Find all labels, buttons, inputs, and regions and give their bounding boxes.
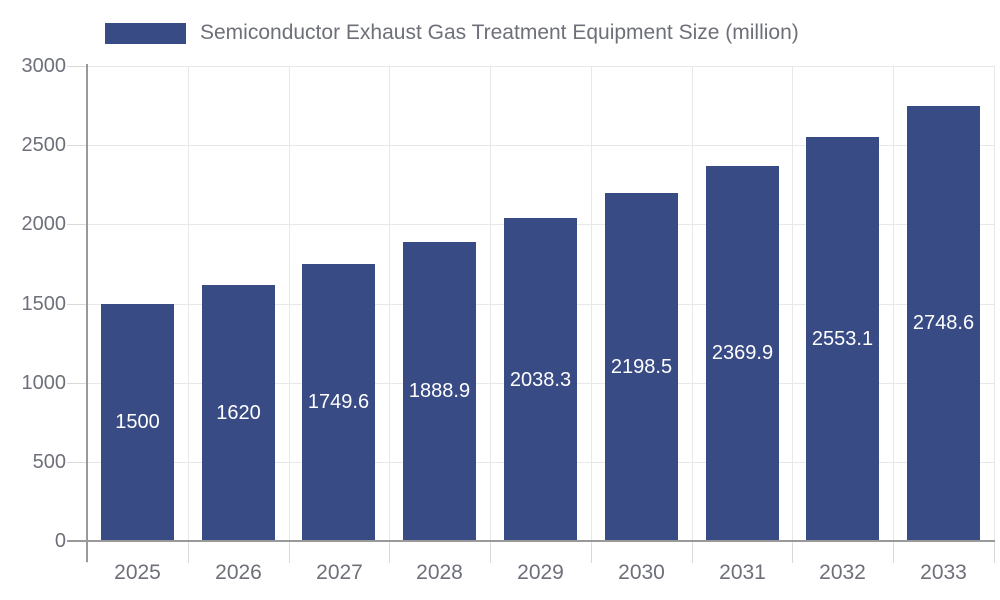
x-axis-label: 2025	[114, 561, 161, 584]
y-axis-line	[86, 64, 88, 562]
gridline-vertical	[389, 66, 390, 541]
gridline-vertical	[490, 66, 491, 541]
y-axis-label: 2500	[21, 134, 67, 156]
y-axis-label: 3000	[21, 55, 67, 77]
gridline-vertical	[289, 66, 290, 541]
y-axis-tick	[67, 145, 87, 146]
y-axis-tick	[67, 462, 87, 463]
x-axis-tick	[389, 541, 390, 563]
y-axis-tick	[67, 304, 87, 305]
x-axis-tick	[994, 541, 995, 563]
x-axis-tick	[692, 541, 693, 563]
y-axis-label: 1500	[21, 293, 67, 315]
legend-swatch-icon	[105, 22, 186, 44]
bar-2032[interactable]	[806, 137, 879, 541]
x-axis-label: 2033	[920, 561, 967, 584]
x-axis-tick	[188, 541, 189, 563]
gridline-vertical	[188, 66, 189, 541]
bar-2030[interactable]	[605, 193, 678, 541]
y-axis-label: 2000	[21, 213, 67, 235]
y-axis-label: 0	[54, 530, 66, 552]
bar-2026[interactable]	[202, 285, 275, 542]
x-axis-label: 2030	[618, 561, 665, 584]
x-axis-label: 2032	[819, 561, 866, 584]
y-axis-tick	[67, 383, 87, 384]
x-axis-tick	[792, 541, 793, 563]
x-axis-tick	[289, 541, 290, 563]
x-axis-label: 2026	[215, 561, 262, 584]
bar-2029[interactable]	[504, 218, 577, 541]
x-axis-tick	[893, 541, 894, 563]
y-axis-label: 1000	[21, 372, 67, 394]
x-axis-label: 2028	[416, 561, 463, 584]
gridline-vertical	[792, 66, 793, 541]
legend-label: Semiconductor Exhaust Gas Treatment Equi…	[200, 21, 799, 44]
x-axis-tick	[490, 541, 491, 563]
legend-item[interactable]: Semiconductor Exhaust Gas Treatment Equi…	[105, 22, 799, 44]
bar-2028[interactable]	[403, 242, 476, 541]
x-axis-label: 2027	[316, 561, 363, 584]
x-axis-tick	[591, 541, 592, 563]
gridline-vertical	[692, 66, 693, 541]
gridline-horizontal	[87, 66, 994, 67]
x-axis-label: 2031	[719, 561, 766, 584]
gridline-vertical	[893, 66, 894, 541]
bar-2033[interactable]	[907, 106, 980, 541]
bar-2031[interactable]	[706, 166, 779, 541]
y-axis-tick	[67, 66, 87, 67]
x-axis-line	[67, 540, 995, 542]
gridline-vertical	[994, 66, 995, 541]
y-axis-label: 500	[32, 451, 66, 473]
x-axis-label: 2029	[517, 561, 564, 584]
gridline-vertical	[591, 66, 592, 541]
bar-2025[interactable]	[101, 304, 174, 542]
y-axis-tick	[67, 224, 87, 225]
bar-2027[interactable]	[302, 264, 375, 541]
